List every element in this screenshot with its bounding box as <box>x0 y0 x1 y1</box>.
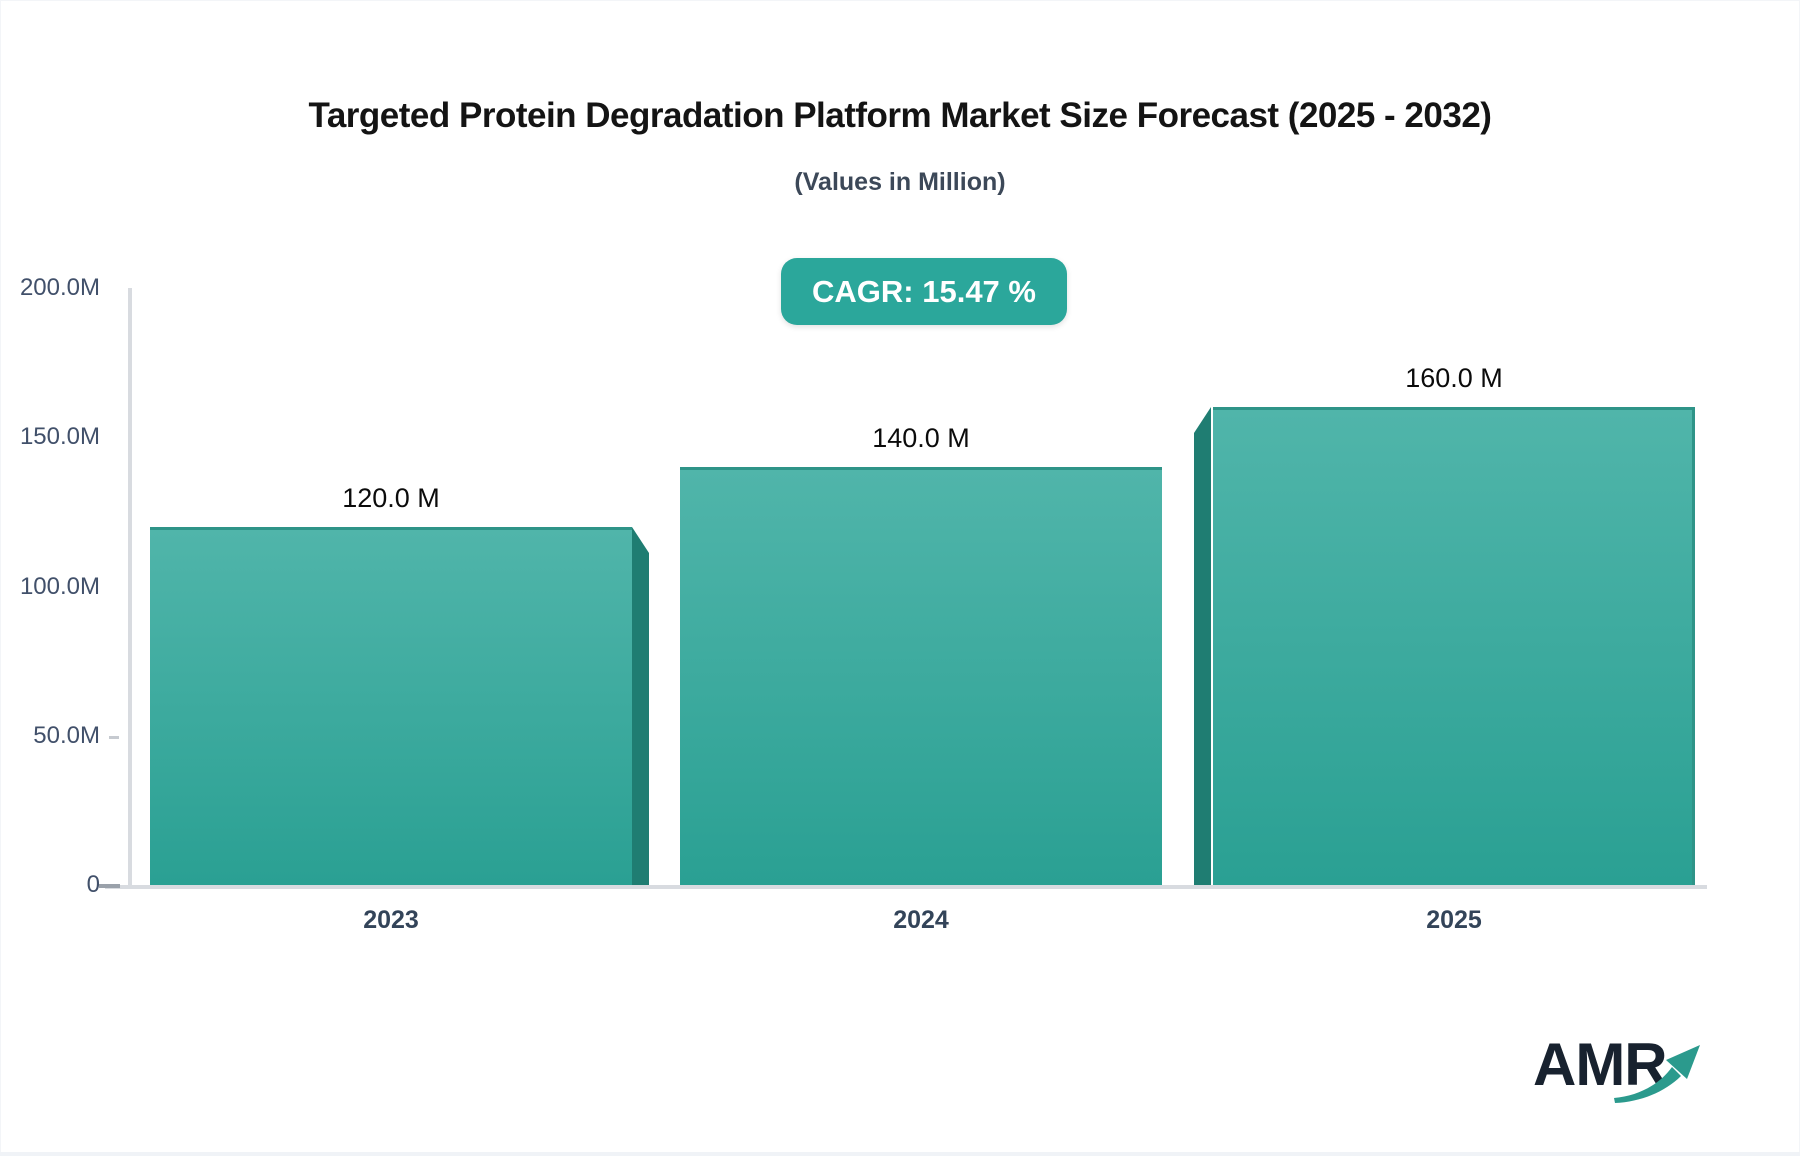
bar-value-label-2025: 160.0 M <box>1405 363 1503 393</box>
y-tick-label-0: 0 <box>86 871 100 898</box>
bar-value-label-2023: 120.0 M <box>342 483 440 513</box>
x-axis-label-2024: 2024 <box>893 906 949 934</box>
cagr-badge: CAGR: 15.47 % <box>781 258 1067 325</box>
y-tick-label-200: 200.0M <box>19 274 100 301</box>
amr-logo-text: AMR <box>1533 1031 1668 1098</box>
bar-2023-3d-side <box>632 527 649 885</box>
y-tick-mark-0 <box>99 884 120 888</box>
bar-2024 <box>680 467 1162 885</box>
y-tick-label-100: 100.0M <box>19 572 100 600</box>
bar-2025-3d-side <box>1194 407 1211 885</box>
y-tick-mark-50 <box>109 736 119 739</box>
bar-value-label-2024: 140.0 M <box>872 423 970 453</box>
chart-subtitle: (Values in Million) <box>794 168 1006 196</box>
amr-logo: AMR <box>1533 1030 1733 1116</box>
page-bottom-border <box>0 1152 1800 1156</box>
x-axis-label-2023: 2023 <box>363 906 419 934</box>
y-axis-line <box>128 288 132 889</box>
trend-up-arrow-icon <box>1614 1045 1700 1103</box>
chart-title: Targeted Protein Degradation Platform Ma… <box>308 96 1492 135</box>
x-axis-label-2025: 2025 <box>1426 906 1482 934</box>
y-tick-label-50: 50.0M <box>33 721 100 749</box>
x-axis-baseline <box>105 885 1707 889</box>
bar-2023 <box>150 527 632 885</box>
y-tick-label-150: 150.0M <box>19 423 100 451</box>
bar-2025 <box>1213 407 1695 885</box>
